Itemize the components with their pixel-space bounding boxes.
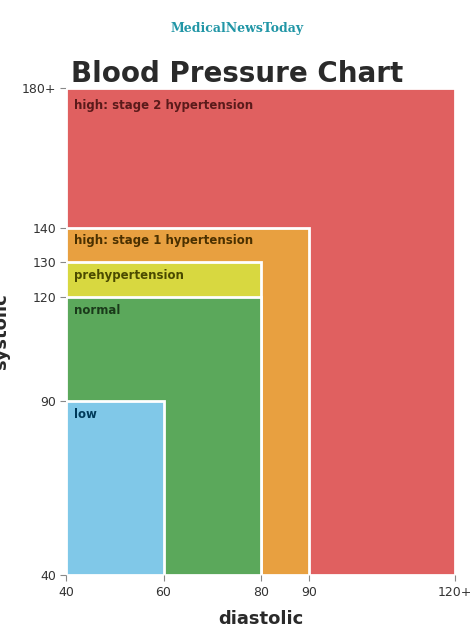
Bar: [66, 262, 261, 575]
Text: normal: normal: [73, 304, 120, 317]
Bar: [66, 401, 164, 575]
Y-axis label: systolic: systolic: [0, 293, 10, 370]
Text: low: low: [73, 408, 97, 422]
Text: prehypertension: prehypertension: [73, 269, 183, 283]
Text: high: stage 1 hypertension: high: stage 1 hypertension: [73, 234, 253, 248]
Text: high: stage 2 hypertension: high: stage 2 hypertension: [73, 99, 253, 112]
Bar: [66, 228, 309, 575]
Bar: [66, 297, 261, 575]
Text: MedicalNewsToday: MedicalNewsToday: [171, 22, 303, 35]
X-axis label: diastolic: diastolic: [218, 610, 303, 628]
Text: Blood Pressure Chart: Blood Pressure Chart: [71, 60, 403, 88]
